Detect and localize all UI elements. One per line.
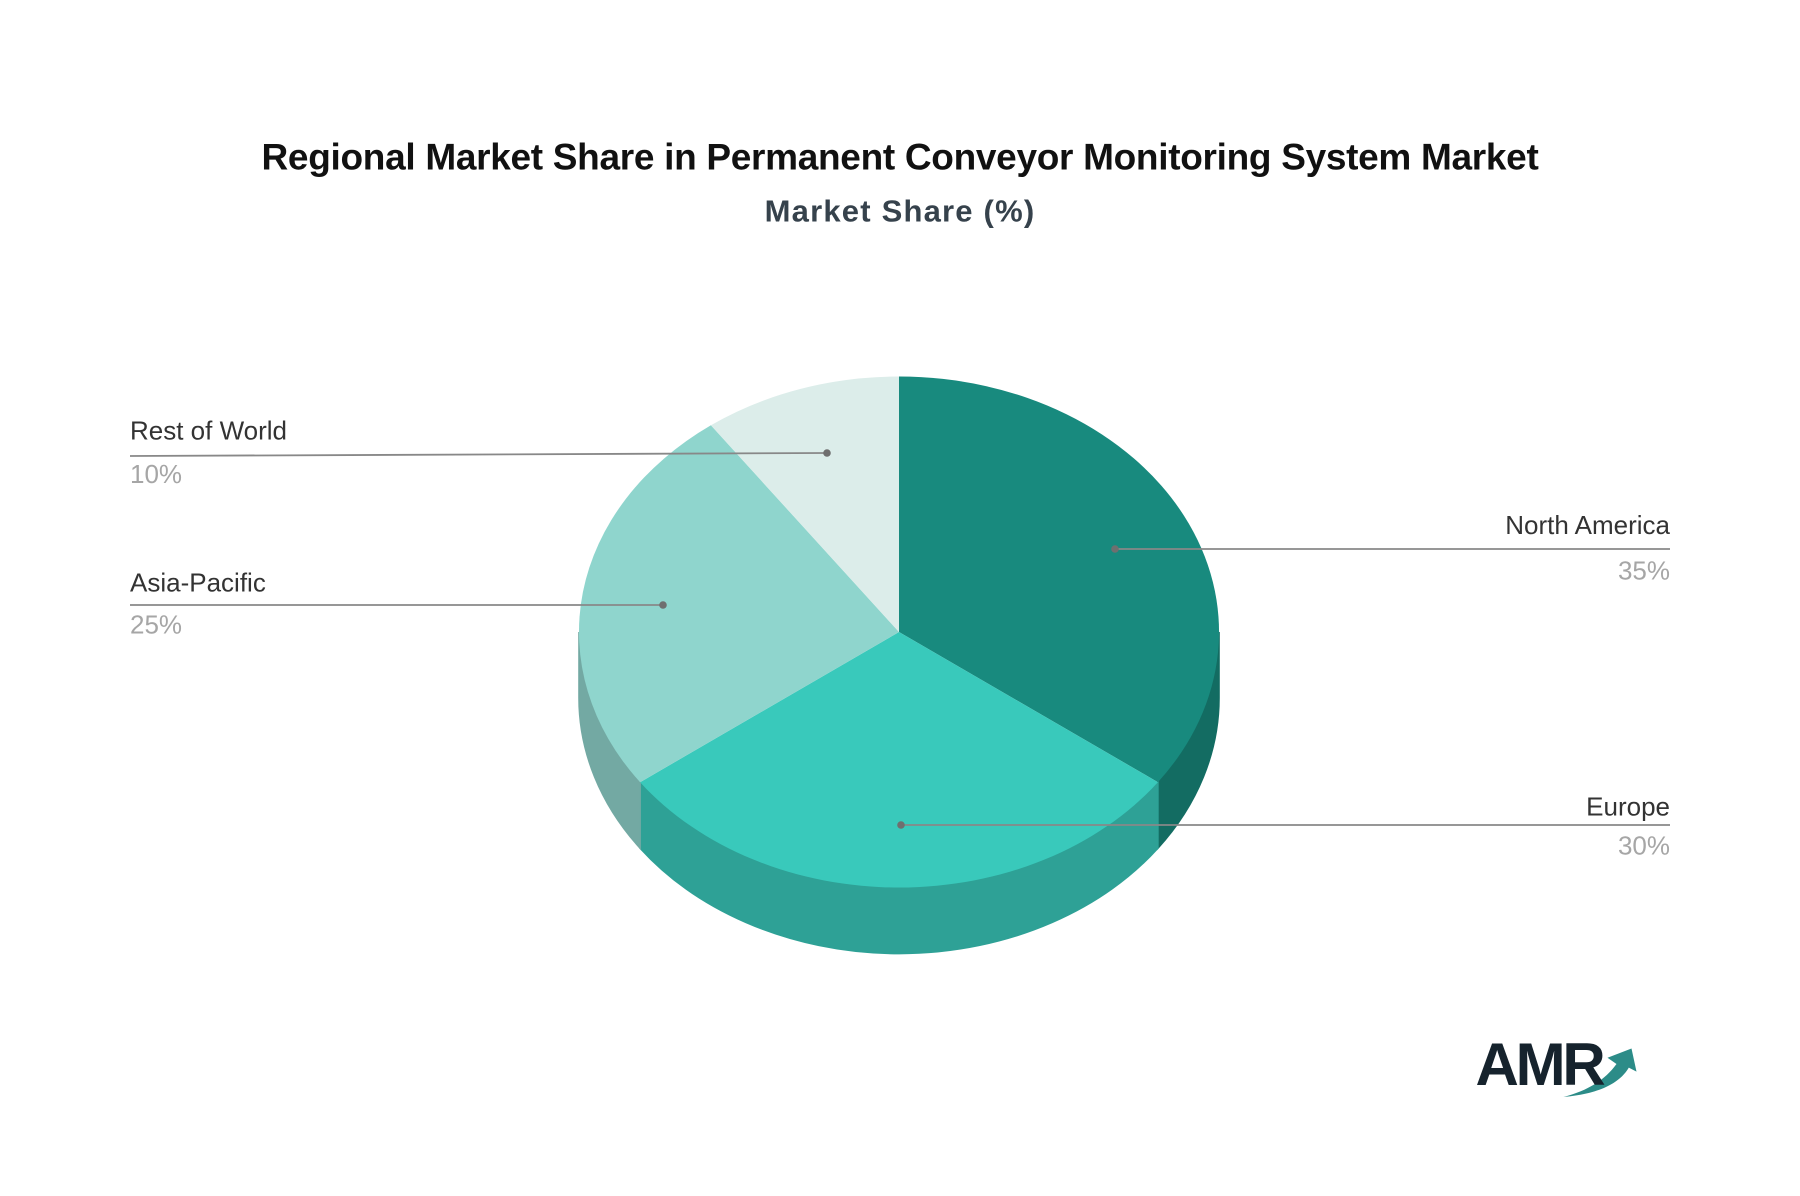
svg-text:Market Share (%): Market Share (%): [765, 193, 1036, 228]
svg-text:30%: 30%: [1618, 831, 1670, 861]
svg-text:35%: 35%: [1618, 556, 1670, 586]
svg-text:Regional Market Share in Perma: Regional Market Share in Permanent Conve…: [262, 137, 1539, 178]
svg-text:North America: North America: [1505, 510, 1670, 540]
svg-text:AMR: AMR: [1476, 1031, 1606, 1098]
svg-text:10%: 10%: [130, 459, 182, 489]
svg-text:Asia-Pacific: Asia-Pacific: [130, 568, 266, 598]
svg-text:Europe: Europe: [1586, 792, 1670, 822]
svg-text:25%: 25%: [130, 610, 182, 640]
svg-text:Rest of World: Rest of World: [130, 416, 287, 446]
